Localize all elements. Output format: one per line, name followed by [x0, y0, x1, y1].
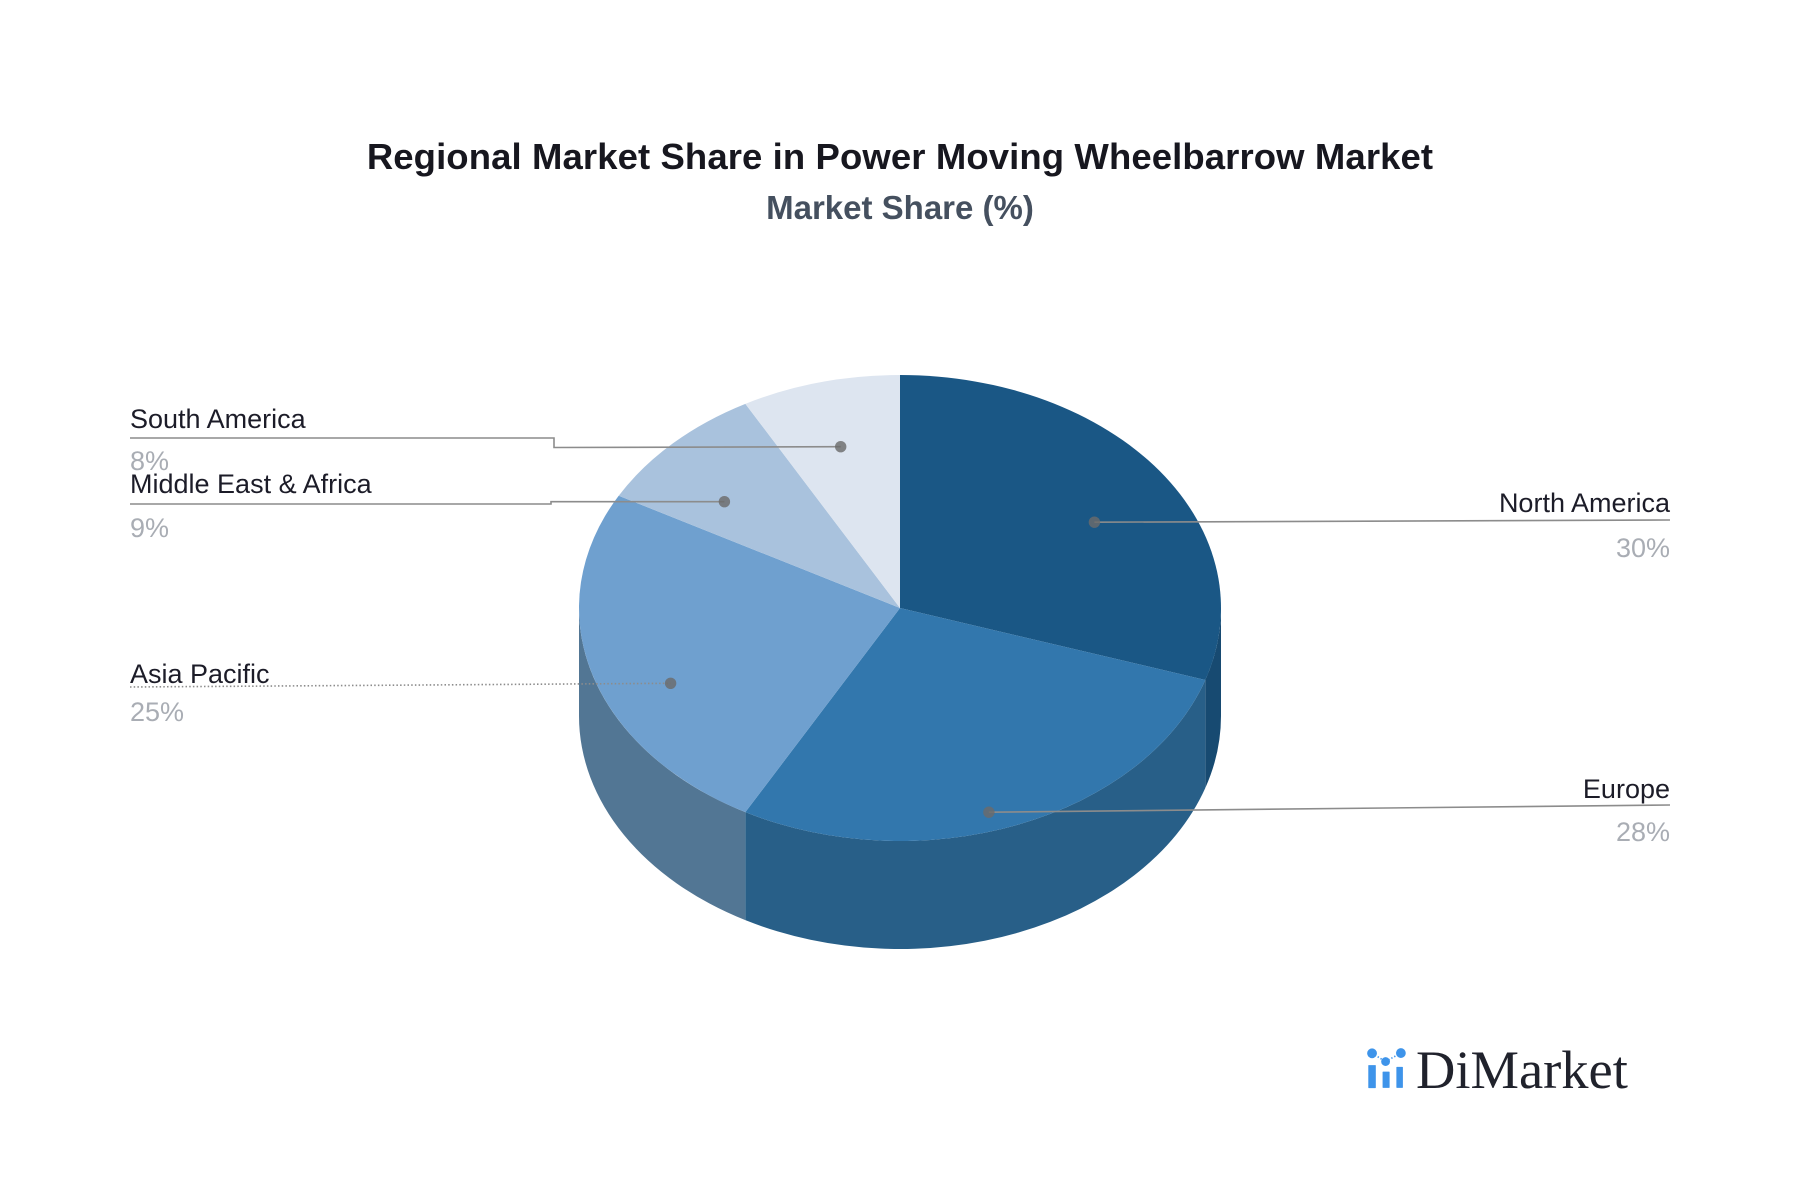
svg-text:DiMarket: DiMarket	[1416, 1039, 1628, 1100]
